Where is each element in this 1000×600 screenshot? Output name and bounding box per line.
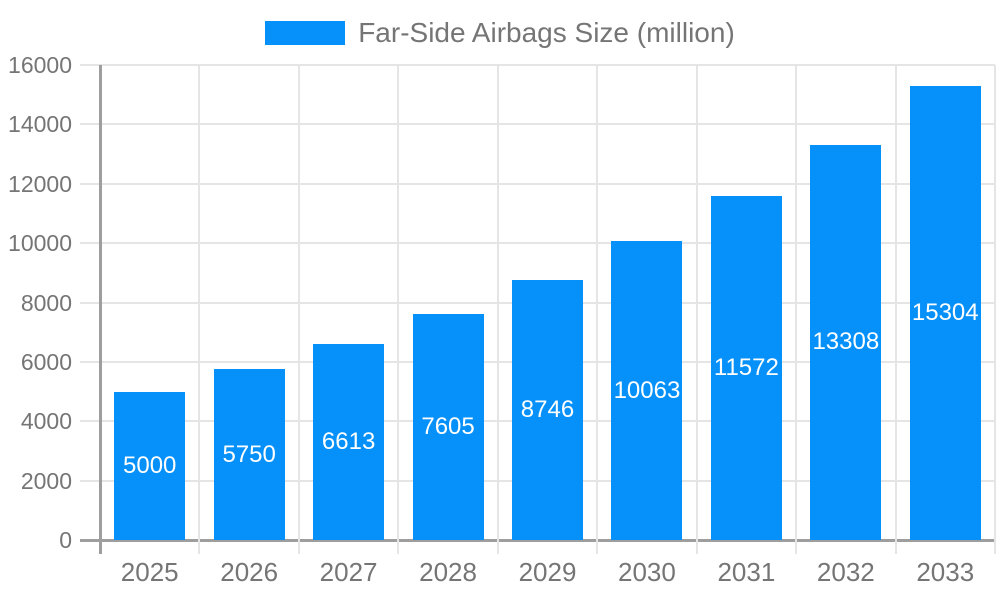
bar-value-label: 11572 (713, 354, 779, 382)
bar: 6613 (313, 343, 385, 540)
vertical-gridline (894, 65, 897, 540)
vertical-gridline (496, 65, 499, 540)
y-axis-tick (80, 420, 100, 423)
y-axis-tick (80, 301, 100, 304)
bar: 15304 (909, 85, 981, 540)
x-axis-tick-label: 2025 (120, 557, 179, 587)
y-axis-tick (80, 360, 100, 363)
vertical-gridline (994, 65, 996, 540)
bar-value-label: 15304 (911, 298, 979, 326)
y-axis-tick-label: 2000 (20, 467, 72, 494)
x-axis-tick-label: 2031 (717, 557, 776, 587)
legend-swatch (265, 21, 346, 45)
x-axis-tick-label: 2032 (816, 557, 875, 587)
bar: 5750 (213, 369, 285, 540)
bar: 8746 (512, 280, 583, 540)
horizontal-gridline (100, 123, 995, 126)
y-axis-tick (80, 123, 100, 126)
x-axis-tick-label: 2029 (518, 557, 577, 587)
y-axis-tick (80, 64, 100, 66)
plot-area: 0 2000 4000 6000 8000 10000 12000 14000 16000 500… (8, 52, 996, 587)
bar: 5000 (114, 391, 186, 540)
bar-value-label: 6613 (321, 427, 376, 455)
vertical-gridline (596, 65, 599, 540)
x-axis-tick (397, 540, 400, 554)
x-axis-baseline (100, 538, 995, 542)
vertical-gridline (795, 65, 798, 540)
bar-value-label: 10063 (613, 376, 681, 404)
bar: 11572 (710, 196, 782, 540)
vertical-gridline (198, 65, 201, 540)
y-axis-tick-label: 16000 (8, 52, 72, 78)
y-axis-tick-label: 0 (59, 527, 72, 553)
x-axis-tick (994, 540, 996, 554)
x-axis-tick (198, 540, 201, 554)
bar: 13308 (810, 144, 882, 540)
y-axis-tick-label: 14000 (8, 111, 72, 138)
y-axis-line (98, 65, 102, 540)
x-axis-tick-label: 2028 (419, 557, 477, 587)
x-axis-tick (795, 540, 798, 554)
y-axis-tick-label: 6000 (20, 348, 72, 375)
chart-legend: Far-Side Airbags Size (million) (0, 17, 1000, 49)
bar-value-label: 7605 (421, 413, 475, 441)
vertical-gridline (297, 65, 300, 540)
y-axis-tick-label: 4000 (20, 408, 72, 435)
y-axis-tick (80, 479, 100, 482)
x-axis-tick (98, 540, 102, 554)
x-axis-tick (695, 540, 698, 554)
y-axis-tick-label: 8000 (20, 289, 72, 316)
y-axis-tick (80, 242, 100, 245)
horizontal-gridline (100, 182, 995, 185)
x-axis-tick-label: 2033 (916, 557, 975, 587)
x-axis-tick-label: 2030 (618, 557, 676, 587)
bar: 7605 (412, 314, 484, 540)
x-axis-tick-label: 2027 (319, 557, 378, 587)
bar-value-label: 5750 (222, 440, 276, 468)
y-axis-tick (80, 182, 100, 185)
x-axis-tick (894, 540, 897, 554)
y-axis-tick (80, 538, 100, 542)
vertical-gridline (695, 65, 698, 540)
x-axis-tick (596, 540, 599, 554)
legend-label: Far-Side Airbags Size (million) (358, 17, 735, 48)
x-axis-tick-label: 2026 (220, 557, 279, 587)
y-axis-tick-label: 12000 (8, 170, 72, 197)
y-axis-tick-label: 10000 (8, 230, 72, 257)
bar-value-label: 13308 (812, 328, 880, 356)
vertical-gridline (397, 65, 400, 540)
bar-value-label: 5000 (123, 451, 177, 479)
horizontal-gridline (100, 242, 995, 245)
bar-value-label: 8746 (520, 396, 575, 424)
bar: 10063 (611, 241, 683, 540)
horizontal-gridline (100, 64, 995, 66)
x-axis-tick (297, 540, 300, 554)
x-axis-tick (496, 540, 499, 554)
